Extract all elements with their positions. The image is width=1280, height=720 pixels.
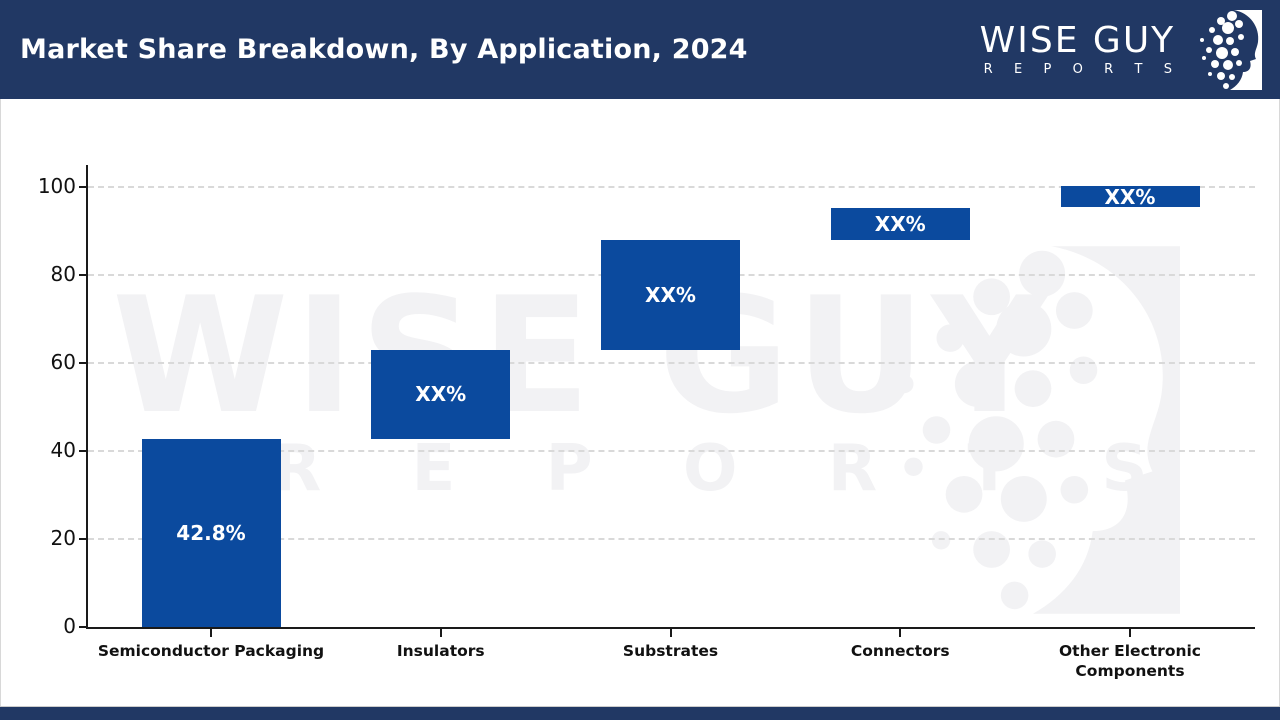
bar-other-electronic-components: XX% — [1060, 184, 1200, 209]
logo-wordmark: WISE GUY — [979, 19, 1176, 61]
footer-bar — [0, 707, 1280, 720]
gridline-40 — [88, 450, 1255, 452]
x-axis-line — [86, 627, 1255, 629]
y-tick-80 — [79, 274, 88, 276]
gridline-60 — [88, 362, 1255, 364]
y-tick-60 — [79, 362, 88, 364]
x-tick-substrates — [669, 629, 672, 637]
logo-text: WISE GUY R E P O R T S — [979, 19, 1182, 77]
x-tick-semiconductor-packaging — [210, 629, 212, 637]
watermark-wordmark: WISE GUY — [112, 262, 1054, 449]
page-title: Market Share Breakdown, By Application, … — [20, 34, 748, 65]
bar-insulators: XX% — [371, 349, 511, 439]
gridline-20 — [88, 538, 1255, 540]
bar-value-label: XX% — [415, 382, 467, 407]
bar-value-label: 42.8% — [176, 520, 246, 545]
bar-value-label: XX% — [645, 282, 696, 307]
header: Market Share Breakdown, By Application, … — [0, 0, 1280, 99]
y-tick-0 — [79, 626, 88, 628]
logo-face-icon — [1200, 9, 1262, 90]
page-border-left — [0, 99, 1, 707]
y-tick-label-0: 0 — [63, 614, 76, 638]
x-tick-insulators — [439, 629, 442, 637]
y-tick-label-80: 80 — [50, 262, 76, 286]
logo: WISE GUY R E P O R T S — [980, 8, 1262, 92]
y-tick-label-100: 100 — [37, 174, 76, 198]
bar-semiconductor-packaging: 42.8% — [141, 438, 281, 627]
category-label-semiconductor-packaging: Semiconductor Packaging — [97, 642, 325, 660]
y-axis-line — [86, 165, 88, 629]
bar-connectors: XX% — [830, 208, 970, 240]
x-tick-other-electronic-components — [1129, 629, 1131, 637]
logo-subtext: R E P O R T S — [983, 61, 1182, 77]
watermark-face-icon — [895, 246, 1180, 614]
y-tick-20 — [79, 538, 88, 540]
bar-substrates: XX% — [601, 239, 740, 350]
category-label-substrates: Substrates — [622, 642, 719, 660]
y-tick-40 — [79, 450, 88, 452]
y-tick-label-40: 40 — [50, 438, 76, 462]
bar-value-label: XX% — [1104, 184, 1156, 209]
category-label-other-electronic-components: Other Electronic Components — [1058, 642, 1201, 681]
x-tick-connectors — [899, 629, 902, 637]
bar-value-label: XX% — [874, 211, 926, 236]
y-tick-label-60: 60 — [50, 350, 76, 374]
category-label-insulators: Insulators — [396, 642, 485, 660]
gridline-100 — [88, 186, 1255, 188]
footer-divider — [0, 706, 1280, 707]
y-tick-100 — [79, 186, 88, 188]
y-tick-label-20: 20 — [50, 526, 76, 550]
category-label-connectors: Connectors — [850, 642, 950, 660]
